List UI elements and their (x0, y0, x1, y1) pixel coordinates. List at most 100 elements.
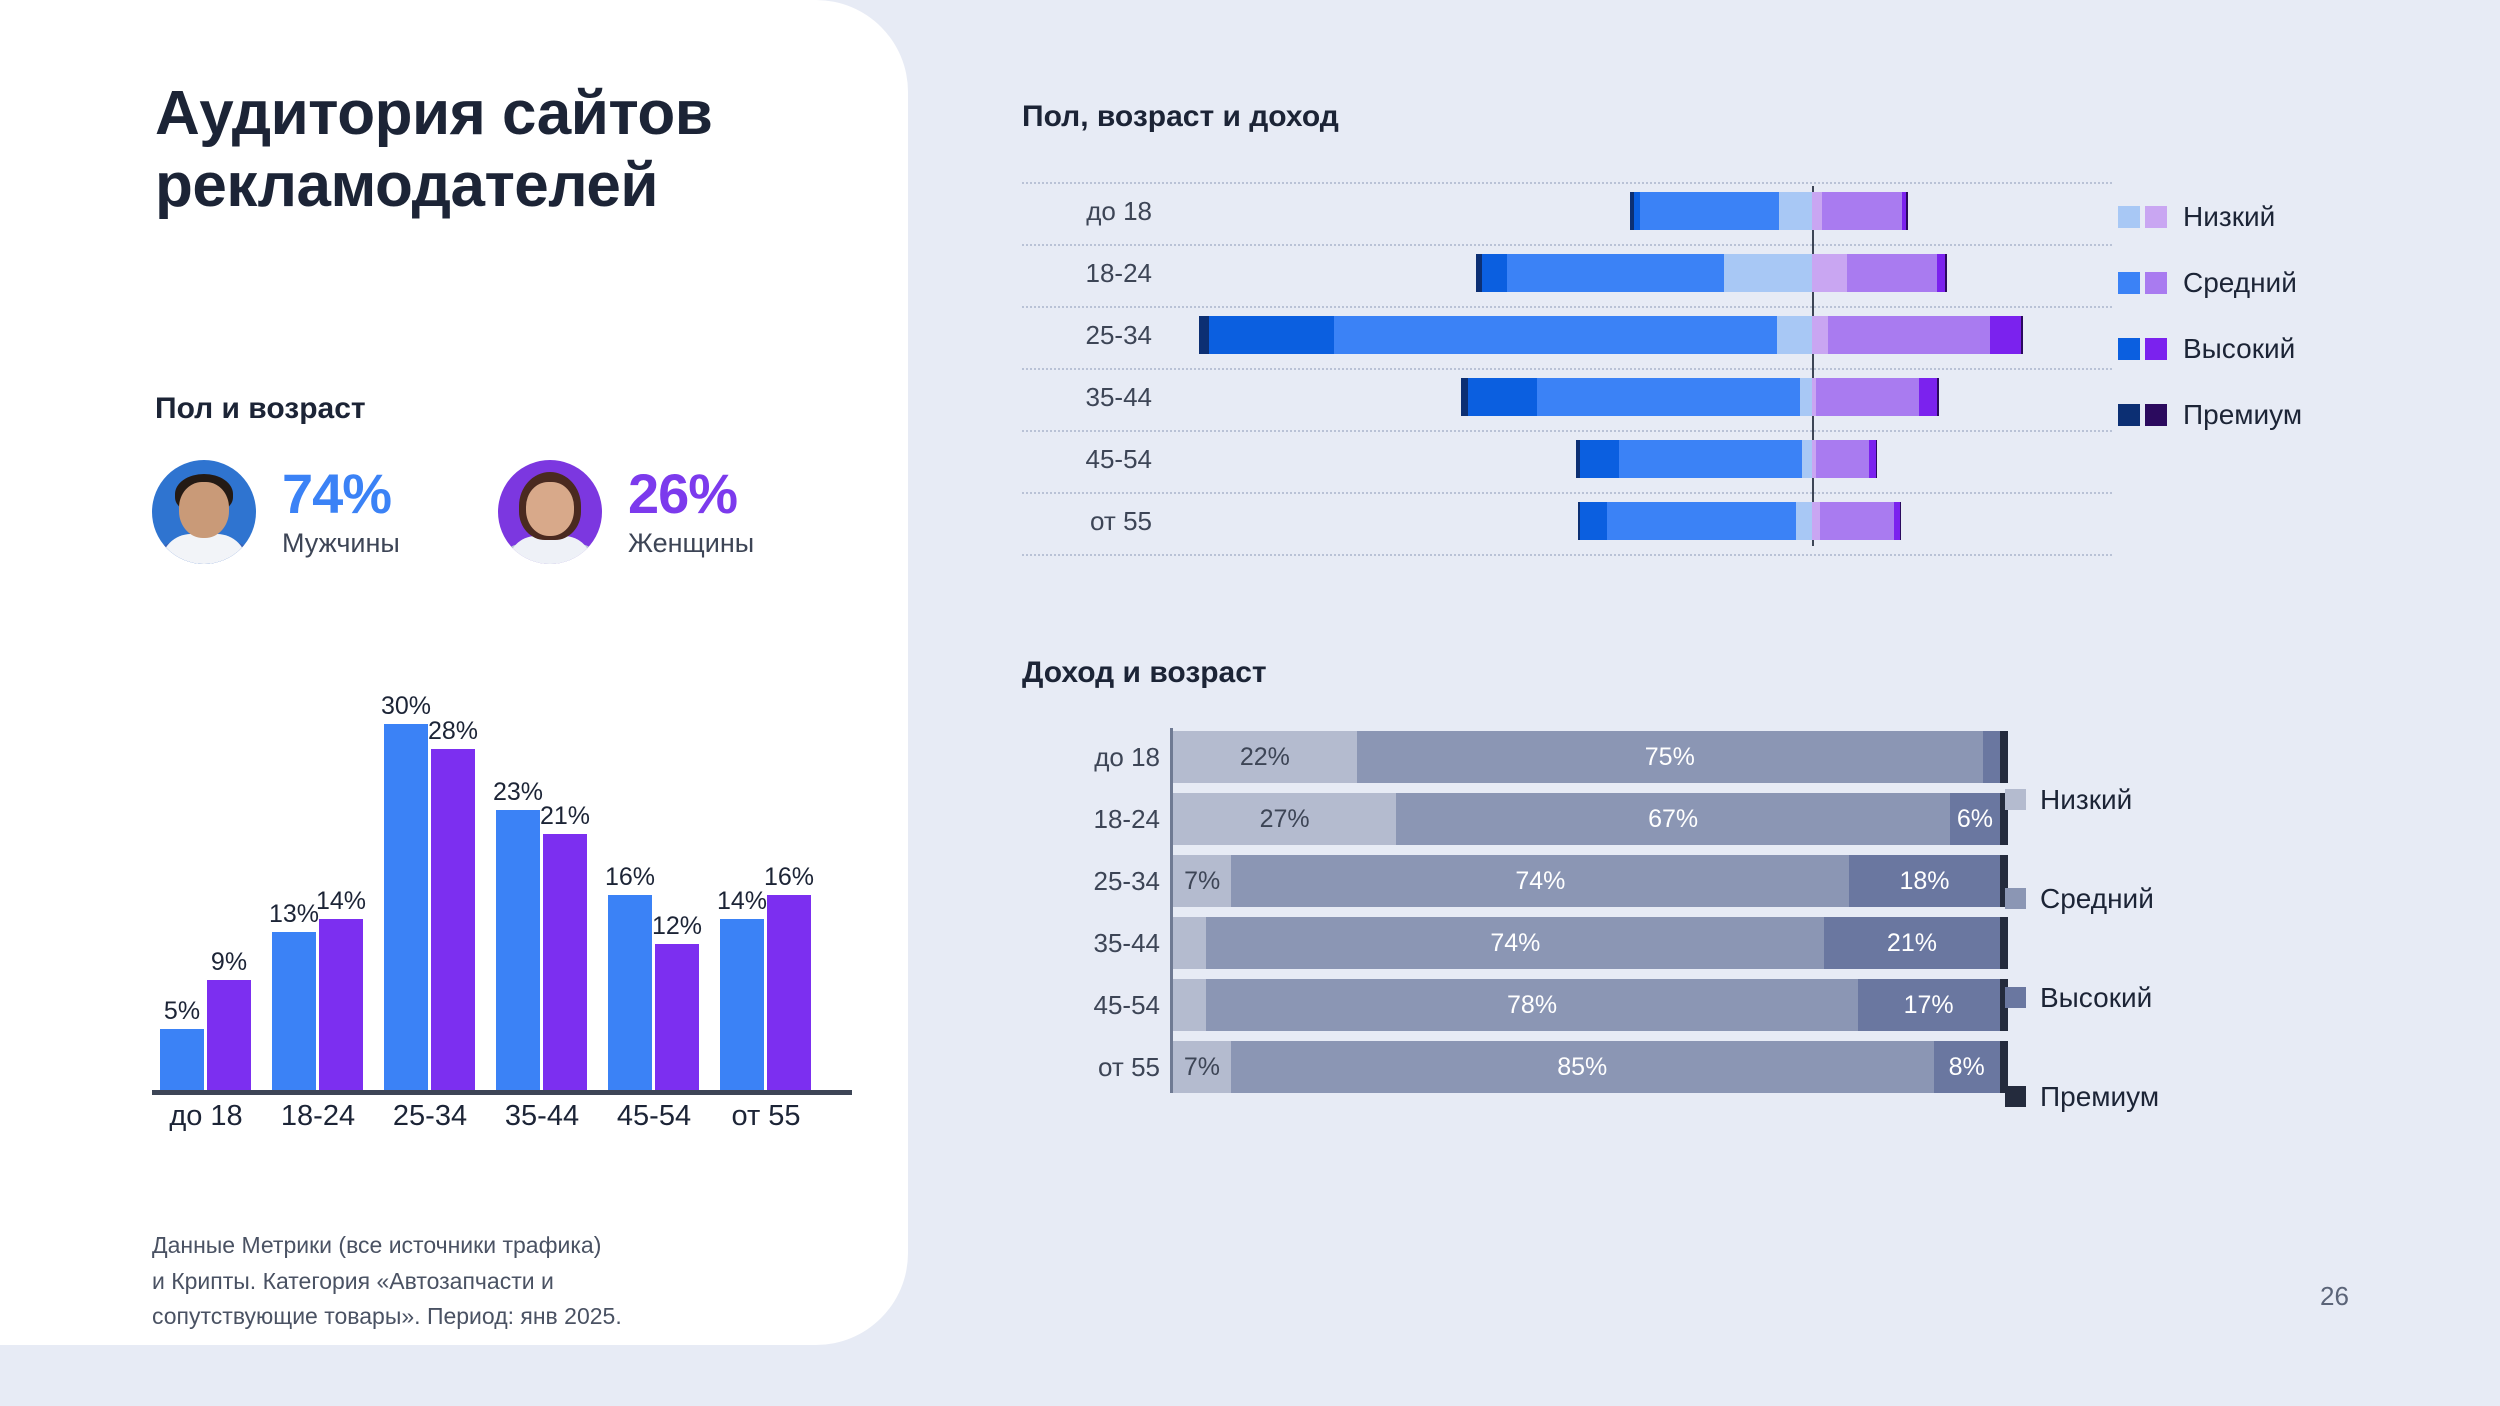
female-avatar-icon (498, 460, 602, 564)
age-bar-value-label: 28% (427, 716, 479, 745)
age-bar-female: 28% (428, 717, 478, 1090)
income-segment-средний: 75% (1356, 731, 1983, 783)
pyramid-bar-male (1199, 316, 1812, 354)
pyramid-segment-female-высокий (1869, 440, 1876, 478)
age-bar-male: 30% (381, 692, 431, 1090)
legend-swatch-female-icon (2145, 205, 2167, 228)
page-number: 26 (2320, 1281, 2349, 1311)
pyramid-segment-female-премиум (1937, 378, 1940, 416)
age-bar-group: 5% 9% (160, 948, 251, 1090)
pyramid-segment-female-средний (1820, 502, 1894, 540)
income-legend-item[interactable]: Средний (2005, 875, 2159, 922)
pyramid-segment-male-средний (1334, 316, 1778, 354)
pyramid-segment-male-премиум (1576, 440, 1581, 478)
income-segment-высокий: 18% (1849, 855, 2000, 907)
income-segment-низкий: 7% (1173, 855, 1232, 907)
pyramid-segment-female-высокий (1893, 502, 1901, 540)
income-legend-label: Средний (2040, 882, 2154, 914)
income-stacked-bar: 74% 21% (1173, 917, 2008, 969)
income-segment-премиум (1999, 1041, 2008, 1093)
legend-swatch-male-icon (2118, 271, 2140, 294)
age-bar-value-label: 23% (492, 777, 544, 806)
income-legend: Низкий Средний Высокий Премиум (2005, 776, 2159, 1172)
age-bar-male: 16% (605, 863, 655, 1090)
pyramid-segment-male-низкий (1779, 192, 1812, 230)
income-segment-премиум (1999, 855, 2008, 907)
pyramid-bar-female (1812, 254, 1948, 292)
age-bar-value-label: 12% (651, 911, 703, 940)
page-title: Аудитория сайтов рекламодателей (155, 79, 713, 220)
income-segment-value-label: 21% (1886, 928, 1937, 957)
age-bar-value-label: 5% (163, 997, 201, 1026)
age-bar-female: 16% (764, 863, 814, 1090)
legend-swatch-icon (2005, 1086, 2026, 1107)
pyramid-segment-male-премиум (1461, 378, 1468, 416)
income-segment-value-label: 27% (1259, 804, 1310, 833)
income-row: до 18 22% 75% (1022, 731, 2022, 783)
pyramid-segment-female-высокий (1937, 254, 1946, 292)
income-stacked-bar: 27% 67% 6% (1173, 793, 2008, 845)
income-stacked-bar: 78% 17% (1173, 979, 2008, 1031)
income-legend-item[interactable]: Премиум (2005, 1073, 2159, 1120)
income-segment-низкий: 22% (1173, 731, 1357, 783)
income-segment-value-label: 75% (1644, 742, 1695, 771)
pyramid-row-label: 45-54 (1085, 443, 1153, 474)
pyramid-bar-male (1475, 254, 1812, 292)
pyramid-segment-female-средний (1822, 192, 1903, 230)
income-segment-высокий: 8% (1933, 1041, 2000, 1093)
age-axis-label: 45-54 (616, 1100, 692, 1132)
age-gender-bar-chart: 5% 9% 13% 14% 30% 28% 23% 21% 16% 12% 14% 16% до 18… (152, 692, 852, 1140)
legend-swatch-female-icon (2145, 403, 2167, 426)
pyramid-legend-item[interactable]: Премиум (2118, 390, 2302, 439)
income-segment-value-label: 7% (1183, 1052, 1220, 1081)
legend-swatch-female-icon (2145, 271, 2167, 294)
pyramid-segment-female-высокий (1918, 378, 1938, 416)
pyramid-gridline (1022, 430, 2112, 432)
legend-swatch-icon (2005, 888, 2026, 909)
age-axis-label: 25-34 (392, 1100, 468, 1132)
income-chart-title: Доход и возраст (1022, 656, 1267, 689)
income-row: от 55 7% 85% 8% (1022, 1041, 2022, 1093)
pyramid-legend-item[interactable]: Высокий (2118, 324, 2302, 373)
pyramid-center-axis (1812, 186, 1814, 546)
pyramid-legend-item[interactable]: Низкий (2118, 192, 2302, 241)
pyramid-segment-female-низкий (1812, 378, 1817, 416)
gender-stat-female: 26% Женщины (498, 460, 754, 564)
income-row-label: 45-54 (1093, 989, 1161, 1020)
age-bar-value-label: 14% (716, 887, 768, 916)
age-bar-value-label: 14% (315, 887, 367, 916)
legend-swatch-male-icon (2118, 403, 2140, 426)
pyramid-legend-item[interactable]: Средний (2118, 258, 2302, 307)
pyramid-segment-female-низкий (1812, 440, 1817, 478)
gender-section-heading: Пол и возраст (155, 392, 366, 425)
pyramid-gridline (1022, 554, 2112, 556)
income-segment-высокий: 6% (1950, 793, 2000, 845)
pyramid-segment-male-высокий (1209, 316, 1335, 354)
age-bar-female: 21% (540, 802, 590, 1090)
pyramid-segment-male-премиум (1629, 192, 1634, 230)
income-age-stacked-chart: до 18 22% 75% 18-24 27% 67% 6% 25-34 7% 74% 18% 35-… (1022, 728, 2022, 1093)
income-legend-label: Высокий (2040, 981, 2153, 1013)
gender-stat-male: 74% Мужчины (152, 460, 400, 564)
gender-age-income-pyramid-chart: до 18 18-24 25-34 35-44 45-54 от 55 (1022, 180, 2112, 556)
income-legend-item[interactable]: Низкий (2005, 776, 2159, 823)
left-content-card (0, 0, 908, 1345)
age-axis-label: 18-24 (280, 1100, 356, 1132)
pyramid-row: 35-44 (1022, 366, 2112, 428)
pyramid-bar-female (1812, 316, 2024, 354)
footnote-text: Данные Метрики (все источники трафика) и… (152, 1232, 622, 1330)
pyramid-bar-male (1576, 440, 1812, 478)
income-stacked-bar: 7% 74% 18% (1173, 855, 2008, 907)
pyramid-segment-female-низкий (1812, 254, 1847, 292)
pyramid-gridline (1022, 492, 2112, 494)
income-segment-средний: 74% (1206, 917, 1825, 969)
pyramid-bar-male (1461, 378, 1812, 416)
income-legend-item[interactable]: Высокий (2005, 974, 2159, 1021)
income-row-label: 18-24 (1093, 803, 1161, 834)
income-segment-средний: 78% (1206, 979, 1858, 1031)
pyramid-segment-male-премиум (1475, 254, 1482, 292)
income-segment-высокий: 21% (1824, 917, 2000, 969)
income-segment-средний: 74% (1231, 855, 1850, 907)
age-chart-plot-area: 5% 9% 13% 14% 30% 28% 23% 21% 16% 12% 14% 16% (152, 692, 852, 1090)
age-bar-value-label: 13% (268, 899, 320, 928)
